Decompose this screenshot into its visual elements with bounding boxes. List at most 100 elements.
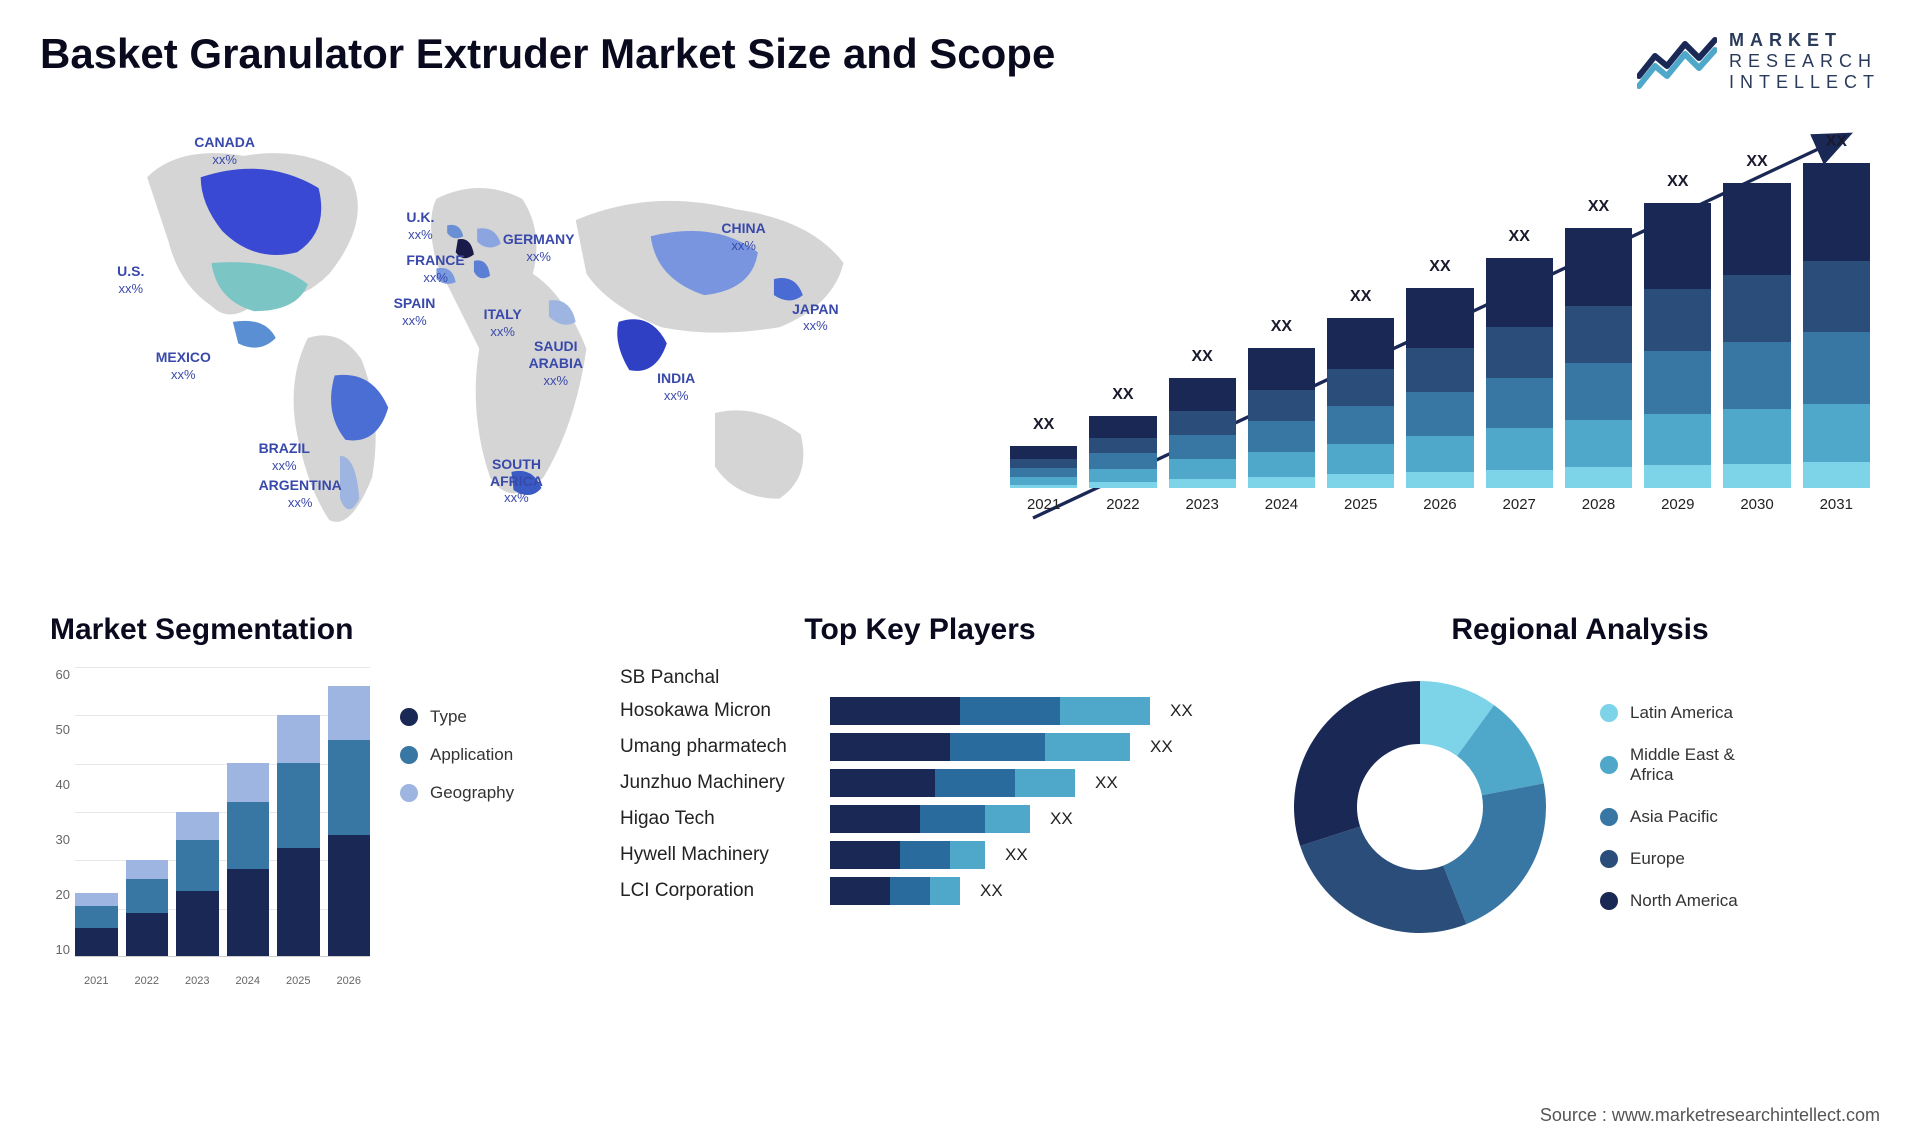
regional-donut-chart (1280, 667, 1560, 947)
page-title: Basket Granulator Extruder Market Size a… (40, 30, 1055, 78)
bar-value-label: XX (1271, 318, 1292, 336)
key-player-bar (830, 769, 1075, 797)
growth-bar: XX2021 (1010, 446, 1077, 513)
bar-year-label: 2029 (1644, 496, 1711, 513)
segmentation-chart: 605040302010 202120222023202420252026 (40, 667, 370, 987)
logo-icon (1637, 34, 1717, 89)
donut-slice (1294, 681, 1420, 846)
segmentation-title: Market Segmentation (40, 613, 560, 647)
bar-value-label: XX (1350, 288, 1371, 306)
growth-bar: XX2024 (1248, 348, 1315, 513)
map-label: ARGENTINAxx% (259, 477, 342, 511)
key-player-name: Hywell Machinery (620, 844, 820, 866)
legend-item: Application (400, 745, 514, 765)
bar-year-label: 2031 (1803, 496, 1870, 513)
donut-slice (1443, 783, 1546, 924)
legend-item: North America (1600, 891, 1738, 911)
bar-year-label: 2027 (1486, 496, 1553, 513)
key-player-name: Higao Tech (620, 808, 820, 830)
key-player-value: XX (1050, 809, 1073, 829)
key-player-row: Junzhuo MachineryXX (620, 769, 1220, 797)
map-label: CHINAxx% (721, 220, 765, 254)
bar-year-label: 2030 (1723, 496, 1790, 513)
bar-value-label: XX (1667, 173, 1688, 191)
map-label: MEXICOxx% (156, 349, 211, 383)
bar-value-label: XX (1033, 416, 1054, 434)
key-player-name: SB Panchal (620, 667, 820, 689)
growth-bar: XX2031 (1803, 163, 1870, 513)
growth-bar: XX2026 (1406, 288, 1473, 513)
map-label: JAPANxx% (792, 301, 838, 335)
legend-dot-icon (1600, 850, 1618, 868)
map-label: SPAINxx% (394, 295, 436, 329)
key-player-row: Higao Tech XX (620, 805, 1220, 833)
bar-value-label: XX (1588, 198, 1609, 216)
legend-dot-icon (1600, 892, 1618, 910)
segmentation-bar (328, 686, 371, 956)
key-player-row: Hywell Machinery XX (620, 841, 1220, 869)
legend-dot-icon (400, 784, 418, 802)
bar-value-label: XX (1826, 133, 1847, 151)
world-map-section: CANADAxx%U.S.xx%MEXICOxx%BRAZILxx%ARGENT… (40, 113, 940, 563)
bar-year-label: 2028 (1565, 496, 1632, 513)
bar-value-label: XX (1191, 348, 1212, 366)
logo: MARKET RESEARCH INTELLECT (1637, 30, 1880, 93)
growth-bar: XX2022 (1089, 416, 1156, 513)
map-label: SAUDIARABIAxx% (529, 338, 583, 388)
growth-chart: XX2021XX2022XX2023XX2024XX2025XX2026XX20… (1000, 113, 1880, 563)
bar-year-label: 2026 (1406, 496, 1473, 513)
legend-dot-icon (1600, 756, 1618, 774)
map-label: FRANCExx% (406, 252, 464, 286)
map-label: INDIAxx% (657, 370, 695, 404)
key-player-row: Hosokawa Micron XX (620, 697, 1220, 725)
legend-dot-icon (400, 708, 418, 726)
segmentation-bar (75, 893, 118, 956)
segmentation-bar (176, 812, 219, 957)
key-player-value: XX (1170, 701, 1193, 721)
map-label: CANADAxx% (194, 134, 255, 168)
regional-title: Regional Analysis (1280, 613, 1880, 647)
key-player-bar (830, 841, 985, 869)
legend-dot-icon (1600, 808, 1618, 826)
map-label: GERMANYxx% (503, 231, 575, 265)
bar-year-label: 2023 (1169, 496, 1236, 513)
logo-line2: RESEARCH (1729, 51, 1880, 72)
logo-line1: MARKET (1729, 30, 1880, 51)
key-player-value: XX (1150, 737, 1173, 757)
key-players-title: Top Key Players (600, 613, 1240, 647)
key-player-bar (830, 697, 1150, 725)
logo-line3: INTELLECT (1729, 72, 1880, 93)
key-player-row: Umang pharmatech XX (620, 733, 1220, 761)
key-player-value: XX (1005, 845, 1028, 865)
segmentation-section: Market Segmentation 605040302010 2021202… (40, 613, 560, 1033)
legend-dot-icon (400, 746, 418, 764)
bar-year-label: 2024 (1248, 496, 1315, 513)
legend-item: Middle East &Africa (1600, 745, 1738, 785)
segmentation-bar (227, 763, 270, 956)
key-player-name: LCI Corporation (620, 880, 820, 902)
key-player-name: Hosokawa Micron (620, 700, 820, 722)
map-label: U.S.xx% (117, 263, 144, 297)
donut-slice (1300, 826, 1466, 933)
bar-value-label: XX (1746, 153, 1767, 171)
key-player-bar (830, 733, 1130, 761)
key-player-value: XX (980, 881, 1003, 901)
key-player-row: SB Panchal (620, 667, 1220, 689)
bar-value-label: XX (1429, 258, 1450, 276)
segmentation-legend: TypeApplicationGeography (400, 667, 514, 1033)
legend-item: Asia Pacific (1600, 807, 1738, 827)
growth-bar: XX2025 (1327, 318, 1394, 513)
growth-bar: XX2029 (1644, 203, 1711, 513)
key-player-bar (830, 877, 960, 905)
legend-item: Type (400, 707, 514, 727)
key-player-row: LCI Corporation XX (620, 877, 1220, 905)
map-label: SOUTHAFRICAxx% (490, 456, 543, 506)
key-player-name: Umang pharmatech (620, 736, 820, 758)
growth-bar: XX2030 (1723, 183, 1790, 513)
legend-item: Europe (1600, 849, 1738, 869)
key-players-section: Top Key Players SB Panchal Hosokawa Micro… (600, 613, 1240, 1033)
bar-year-label: 2021 (1010, 496, 1077, 513)
segmentation-bar (277, 715, 320, 956)
map-label: U.K.xx% (406, 209, 434, 243)
map-label: ITALYxx% (484, 306, 522, 340)
